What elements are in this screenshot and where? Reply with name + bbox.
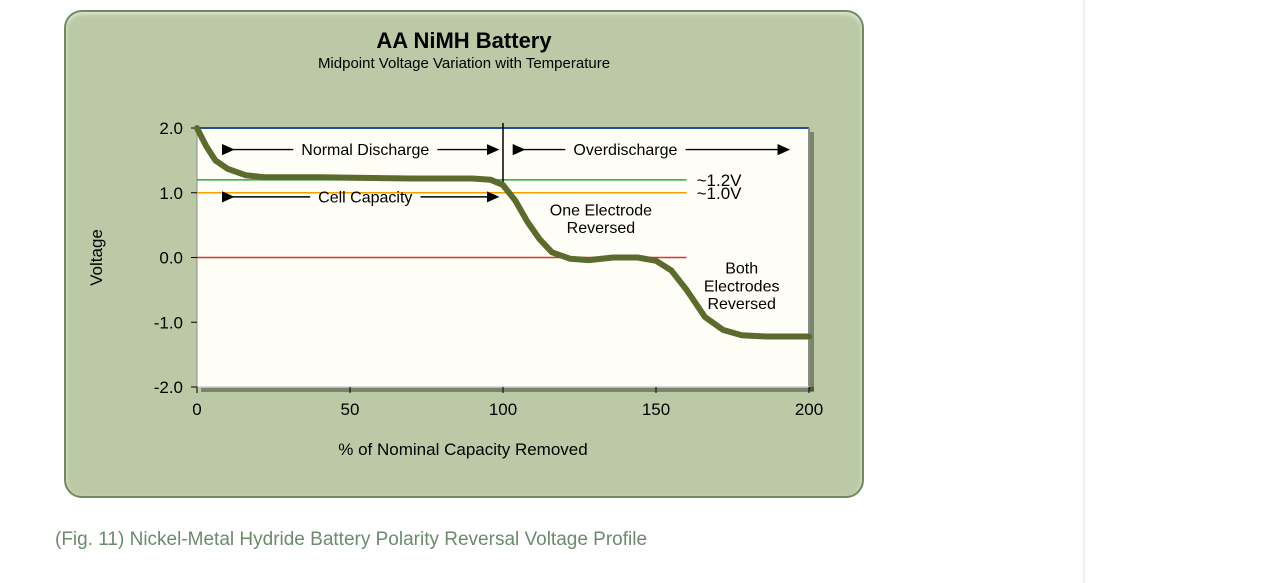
x-tick-label: 0 [192, 400, 201, 419]
annotation-cell_capacity: Cell Capacity [318, 189, 412, 206]
chart-title: AA NiMH Battery [376, 28, 552, 53]
y-tick-label: -2.0 [154, 378, 183, 397]
x-tick-label: 200 [795, 400, 823, 419]
x-tick-label: 50 [341, 400, 360, 419]
y-axis-label: Voltage [87, 229, 106, 286]
x-tick-label: 150 [642, 400, 670, 419]
annotation-overdischarge: Overdischarge [573, 142, 677, 159]
chart-subtitle: Midpoint Voltage Variation with Temperat… [318, 55, 610, 72]
y-tick-label: 1.0 [159, 184, 183, 203]
y-tick-label: 0.0 [159, 249, 183, 268]
battery-chart: AA NiMH Battery Midpoint Voltage Variatio… [0, 0, 1280, 583]
x-axis-label: % of Nominal Capacity Removed [338, 440, 587, 459]
annotation-normal_discharge: Normal Discharge [301, 142, 429, 159]
y-tick-label: -1.0 [154, 313, 183, 332]
ref-line-label: ~1.0V [697, 184, 743, 203]
x-tick-label: 100 [489, 400, 517, 419]
y-tick-label: 2.0 [159, 119, 183, 138]
figure-caption: (Fig. 11) Nickel-Metal Hydride Battery P… [55, 529, 647, 551]
